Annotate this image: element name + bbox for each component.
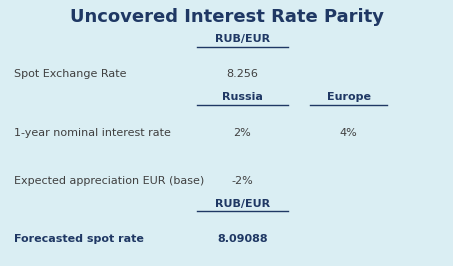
Text: 1-year nominal interest rate: 1-year nominal interest rate xyxy=(14,128,170,138)
Text: Expected appreciation EUR (base): Expected appreciation EUR (base) xyxy=(14,176,204,186)
Text: -2%: -2% xyxy=(231,176,253,186)
Text: Forecasted spot rate: Forecasted spot rate xyxy=(14,234,144,244)
Text: Spot Exchange Rate: Spot Exchange Rate xyxy=(14,69,126,80)
Text: Russia: Russia xyxy=(222,92,263,102)
Text: 8.09088: 8.09088 xyxy=(217,234,268,244)
Text: 4%: 4% xyxy=(340,128,358,138)
Text: Uncovered Interest Rate Parity: Uncovered Interest Rate Parity xyxy=(69,8,384,26)
Text: RUB/EUR: RUB/EUR xyxy=(215,199,270,209)
Text: Europe: Europe xyxy=(327,92,371,102)
Text: 2%: 2% xyxy=(233,128,251,138)
Text: RUB/EUR: RUB/EUR xyxy=(215,34,270,44)
Text: 8.256: 8.256 xyxy=(226,69,258,80)
